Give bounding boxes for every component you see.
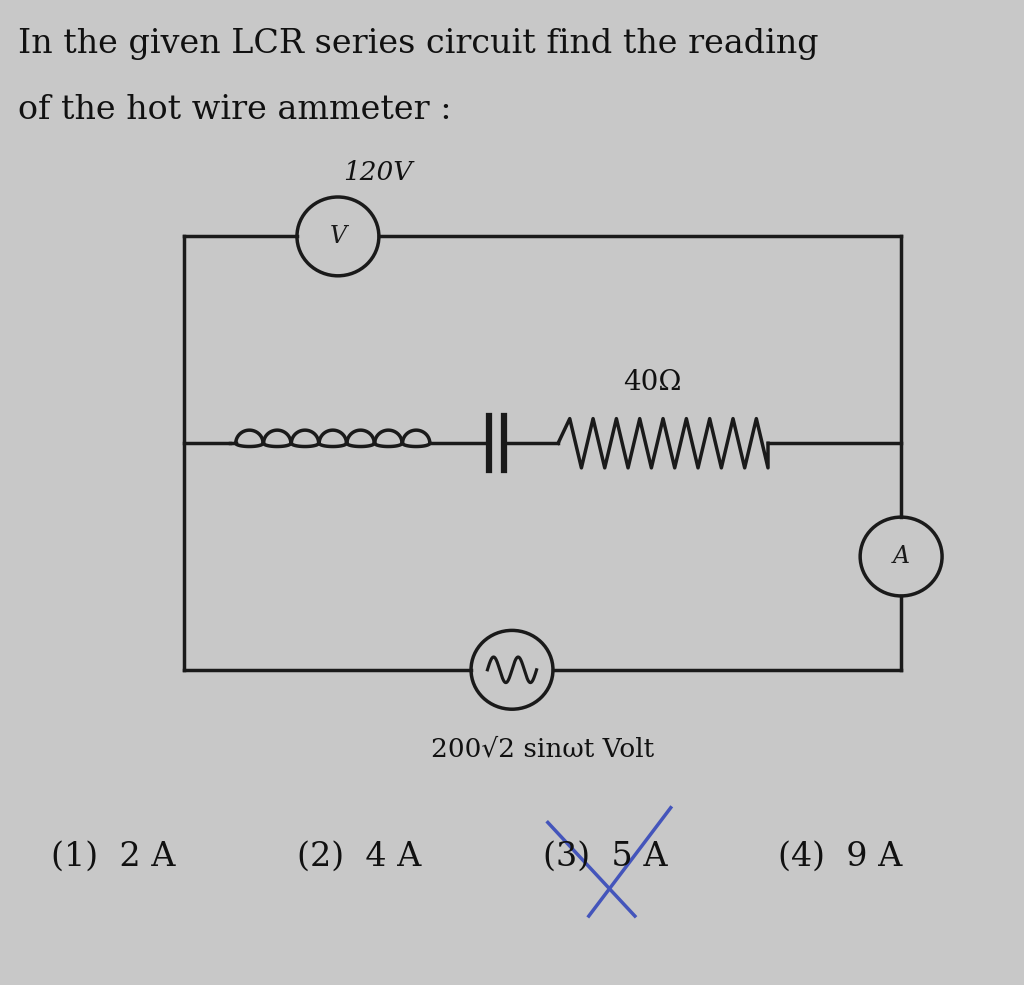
Text: 200√2 sinωt Volt: 200√2 sinωt Volt — [431, 737, 654, 761]
Text: 40Ω: 40Ω — [624, 369, 682, 396]
Text: (3)  5 A: (3) 5 A — [543, 841, 668, 873]
Text: V: V — [330, 225, 346, 248]
Text: A: A — [893, 545, 909, 568]
Text: In the given LCR series circuit find the reading: In the given LCR series circuit find the… — [18, 28, 819, 59]
Text: of the hot wire ammeter :: of the hot wire ammeter : — [18, 94, 452, 125]
Text: (1)  2 A: (1) 2 A — [51, 841, 176, 873]
Text: (4)  9 A: (4) 9 A — [778, 841, 902, 873]
Text: (2)  4 A: (2) 4 A — [297, 841, 421, 873]
Text: 120V: 120V — [343, 161, 413, 185]
